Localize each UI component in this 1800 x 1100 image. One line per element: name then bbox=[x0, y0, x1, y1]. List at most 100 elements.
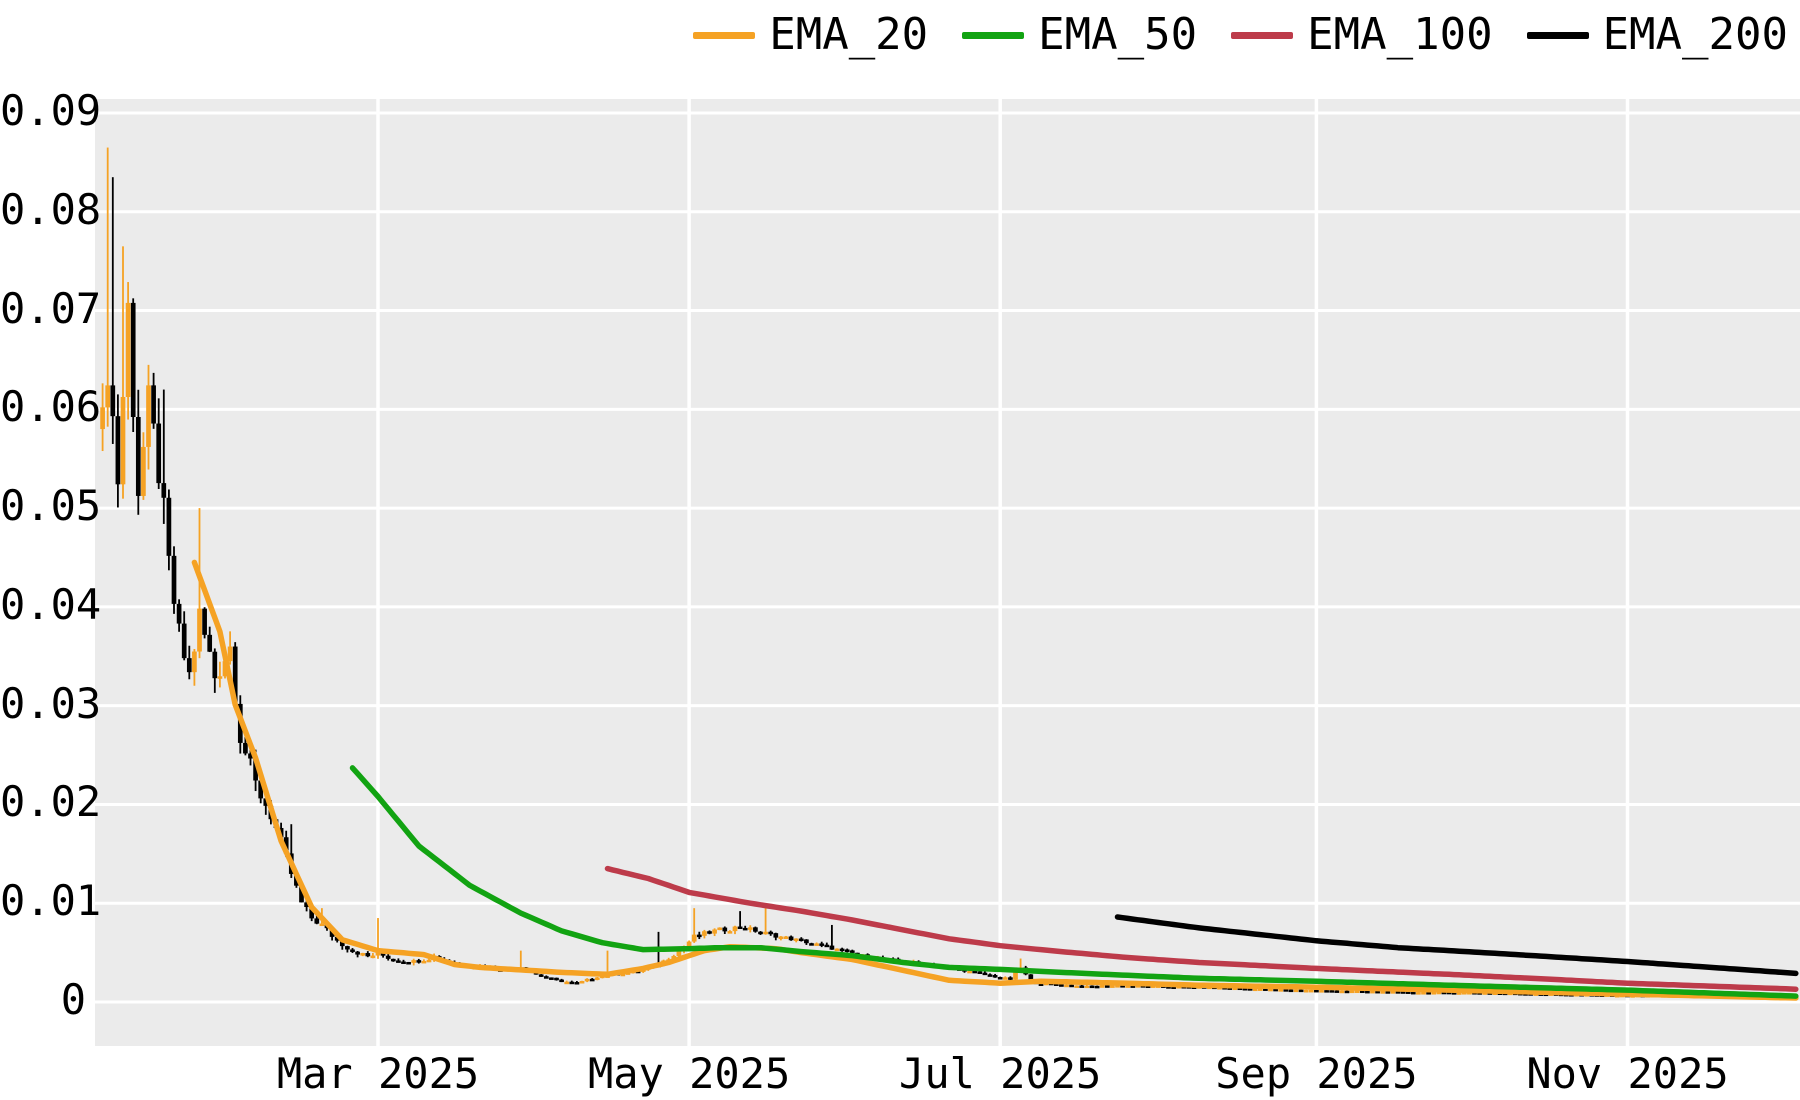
candle-body bbox=[1059, 984, 1064, 987]
candle-body bbox=[844, 949, 850, 952]
candle-body bbox=[176, 603, 182, 624]
candle-body bbox=[1257, 988, 1263, 991]
candle-body bbox=[1446, 991, 1452, 995]
candle-body bbox=[141, 446, 146, 496]
candle-body bbox=[334, 936, 340, 941]
y-tick-label: 0.04 bbox=[0, 579, 102, 629]
candle-body bbox=[1298, 989, 1304, 993]
candle-body bbox=[105, 385, 111, 408]
candle-body bbox=[350, 949, 355, 952]
candle-body bbox=[620, 973, 626, 977]
candle-body bbox=[1227, 987, 1233, 990]
candle-body bbox=[549, 977, 554, 980]
candle-body bbox=[385, 955, 391, 959]
candle-body bbox=[712, 929, 717, 934]
candle-body bbox=[227, 646, 233, 662]
candle-body bbox=[671, 956, 677, 960]
legend-label: EMA_200 bbox=[1602, 9, 1788, 60]
legend-item-ema_100: EMA_100 bbox=[1231, 9, 1493, 60]
candle-body bbox=[166, 497, 172, 556]
ema-line-ema_100 bbox=[604, 865, 1799, 992]
candle-body bbox=[421, 960, 427, 964]
candle-body bbox=[212, 651, 218, 679]
candle-body bbox=[1441, 991, 1447, 995]
legend-item-ema_20: EMA_20 bbox=[693, 10, 928, 60]
candle-body bbox=[758, 931, 763, 935]
candle-wick bbox=[377, 918, 379, 959]
candle-body bbox=[747, 927, 753, 930]
candle-body bbox=[161, 483, 167, 498]
candle-body bbox=[686, 941, 692, 947]
candle-body bbox=[589, 978, 595, 982]
candle-wick bbox=[606, 950, 609, 977]
y-tick-label: 0.05 bbox=[0, 481, 102, 531]
candle-body bbox=[232, 646, 238, 704]
candle-body bbox=[783, 936, 789, 939]
candle-body bbox=[584, 978, 590, 982]
candle-body bbox=[345, 946, 350, 950]
candle-wick bbox=[1019, 958, 1022, 973]
candle-body bbox=[1293, 989, 1299, 993]
x-tick-label: Mar 2025 bbox=[276, 1049, 480, 1098]
candle-body bbox=[1303, 990, 1309, 993]
candle-body bbox=[742, 927, 748, 931]
candle-body bbox=[824, 944, 830, 948]
candle-body bbox=[1013, 972, 1018, 980]
candle-body bbox=[1451, 992, 1457, 995]
candle-wick bbox=[423, 959, 425, 963]
candle-wick bbox=[122, 246, 124, 499]
candle-wick bbox=[397, 958, 400, 962]
candle-body bbox=[1104, 985, 1110, 988]
x-tick-label: Jul 2025 bbox=[899, 1049, 1102, 1098]
candle-body bbox=[574, 982, 580, 985]
x-tick-label: Nov 2025 bbox=[1526, 1049, 1729, 1098]
candle-body bbox=[737, 926, 743, 930]
candle-body bbox=[1365, 990, 1370, 994]
candle-body bbox=[171, 555, 177, 604]
candle-body bbox=[753, 927, 758, 932]
candle-body bbox=[365, 953, 371, 957]
candle-body bbox=[834, 948, 840, 952]
candle-body bbox=[982, 972, 988, 976]
candle-body bbox=[314, 918, 320, 924]
candle-body bbox=[1115, 985, 1120, 988]
legend-label: EMA_100 bbox=[1307, 9, 1493, 60]
candle-body bbox=[130, 302, 136, 418]
candle-body bbox=[401, 961, 406, 964]
candle-body bbox=[283, 837, 289, 854]
candle-body bbox=[1349, 990, 1355, 994]
candle-body bbox=[396, 960, 401, 963]
candle-body bbox=[594, 977, 600, 980]
candle-body bbox=[1130, 985, 1136, 988]
candle-body bbox=[569, 981, 575, 985]
candle-body bbox=[360, 953, 366, 956]
candle-body bbox=[538, 974, 544, 977]
y-tick-label: 0 bbox=[60, 975, 86, 1024]
x-tick-label: Sep 2025 bbox=[1215, 1049, 1418, 1098]
candle-body bbox=[299, 885, 304, 903]
candle-body bbox=[1069, 984, 1074, 988]
candle-body bbox=[192, 651, 197, 673]
candle-wick bbox=[831, 924, 833, 950]
candle-body bbox=[727, 931, 733, 934]
candle-body bbox=[977, 971, 983, 974]
series-layer bbox=[100, 147, 1799, 1001]
candle-body bbox=[1278, 989, 1284, 992]
candle-body bbox=[778, 936, 784, 940]
candle-body bbox=[702, 931, 707, 936]
candle-wick bbox=[106, 147, 109, 427]
candle-body bbox=[1461, 992, 1467, 995]
candle-body bbox=[1400, 991, 1406, 994]
candle-body bbox=[1380, 991, 1386, 994]
y-tick-label: 0.07 bbox=[0, 283, 102, 333]
candle-body bbox=[1074, 985, 1080, 988]
candle-body bbox=[1273, 988, 1278, 992]
candle-body bbox=[804, 939, 809, 944]
candle-body bbox=[814, 943, 819, 946]
candle-body bbox=[258, 780, 264, 799]
candle-body bbox=[543, 976, 549, 979]
candle-body bbox=[309, 907, 315, 919]
candle-body bbox=[707, 931, 712, 934]
candle-body bbox=[1237, 987, 1243, 991]
